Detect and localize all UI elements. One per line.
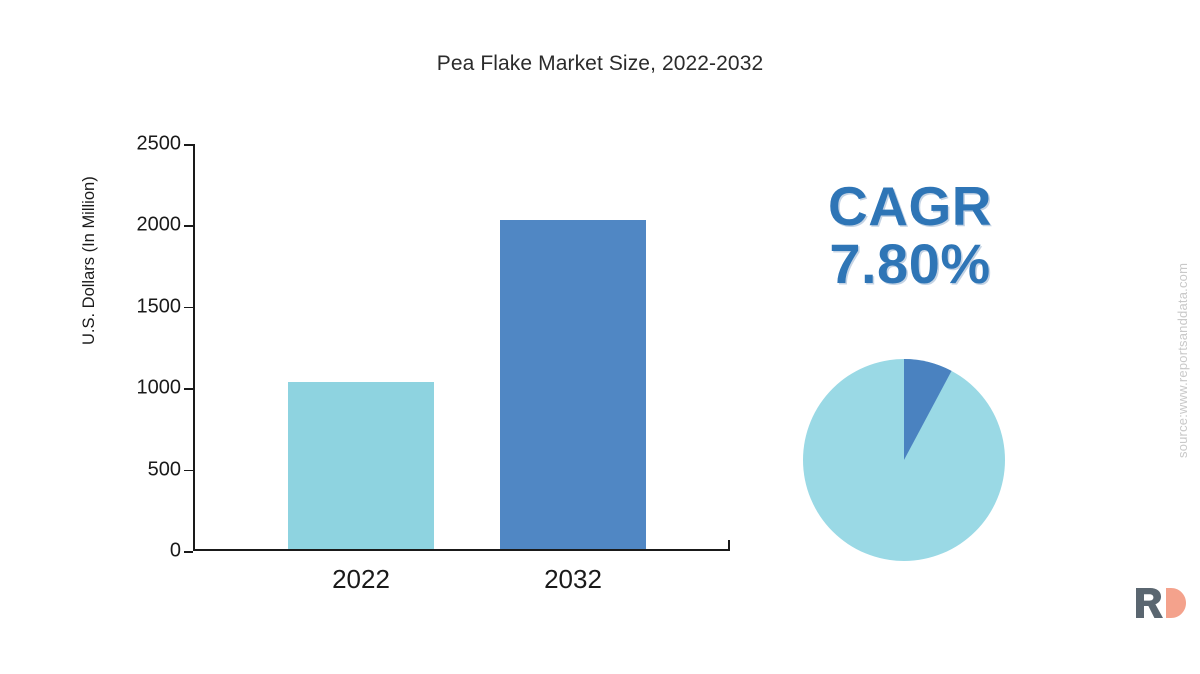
- y-axis-tick-mark: [184, 551, 193, 553]
- cagr-callout: CAGR 7.80%: [780, 175, 1040, 296]
- page-title: Pea Flake Market Size, 2022-2032: [436, 52, 764, 75]
- y-axis-tick-mark: [184, 144, 193, 146]
- y-axis-tick-mark: [184, 469, 193, 472]
- y-axis-tick-label: 500: [147, 458, 181, 481]
- cagr-value: 7.80%: [829, 232, 991, 296]
- bar-2032: [500, 220, 646, 549]
- y-axis-line: [193, 144, 195, 551]
- x-axis-label-2032: 2032: [544, 564, 602, 594]
- cagr-label: CAGR: [828, 175, 992, 237]
- y-axis-tick-label: 2000: [136, 213, 182, 236]
- x-axis-label-2022: 2022: [332, 564, 390, 594]
- y-axis-tick-mark: [184, 225, 193, 227]
- reports-and-data-logo-icon: [1136, 588, 1186, 618]
- y-axis-tick-mark: [184, 306, 193, 309]
- y-axis-title: U.S. Dollars (In Million): [80, 176, 98, 345]
- y-axis-tick-label: 2500: [136, 132, 182, 155]
- logo-letter-r: [1136, 588, 1163, 618]
- y-axis-tick-mark: [184, 388, 193, 390]
- x-axis-end-cap: [728, 540, 730, 549]
- y-axis-tick-label: 1000: [136, 376, 182, 399]
- bar-2022: [288, 382, 434, 549]
- y-axis-tick-label: 1500: [136, 295, 182, 318]
- plot-area: 0 500 1000 1500 2000 2500 2022 2032: [137, 133, 730, 594]
- y-axis-tick-label: 0: [169, 539, 181, 562]
- x-axis-line: [193, 549, 730, 551]
- cagr-pie-chart: [803, 359, 1005, 561]
- source-watermark: source:www.reportsanddata.com: [1175, 262, 1190, 458]
- logo-letter-d: [1166, 588, 1186, 618]
- pie-slice-cagr-share: [904, 359, 952, 460]
